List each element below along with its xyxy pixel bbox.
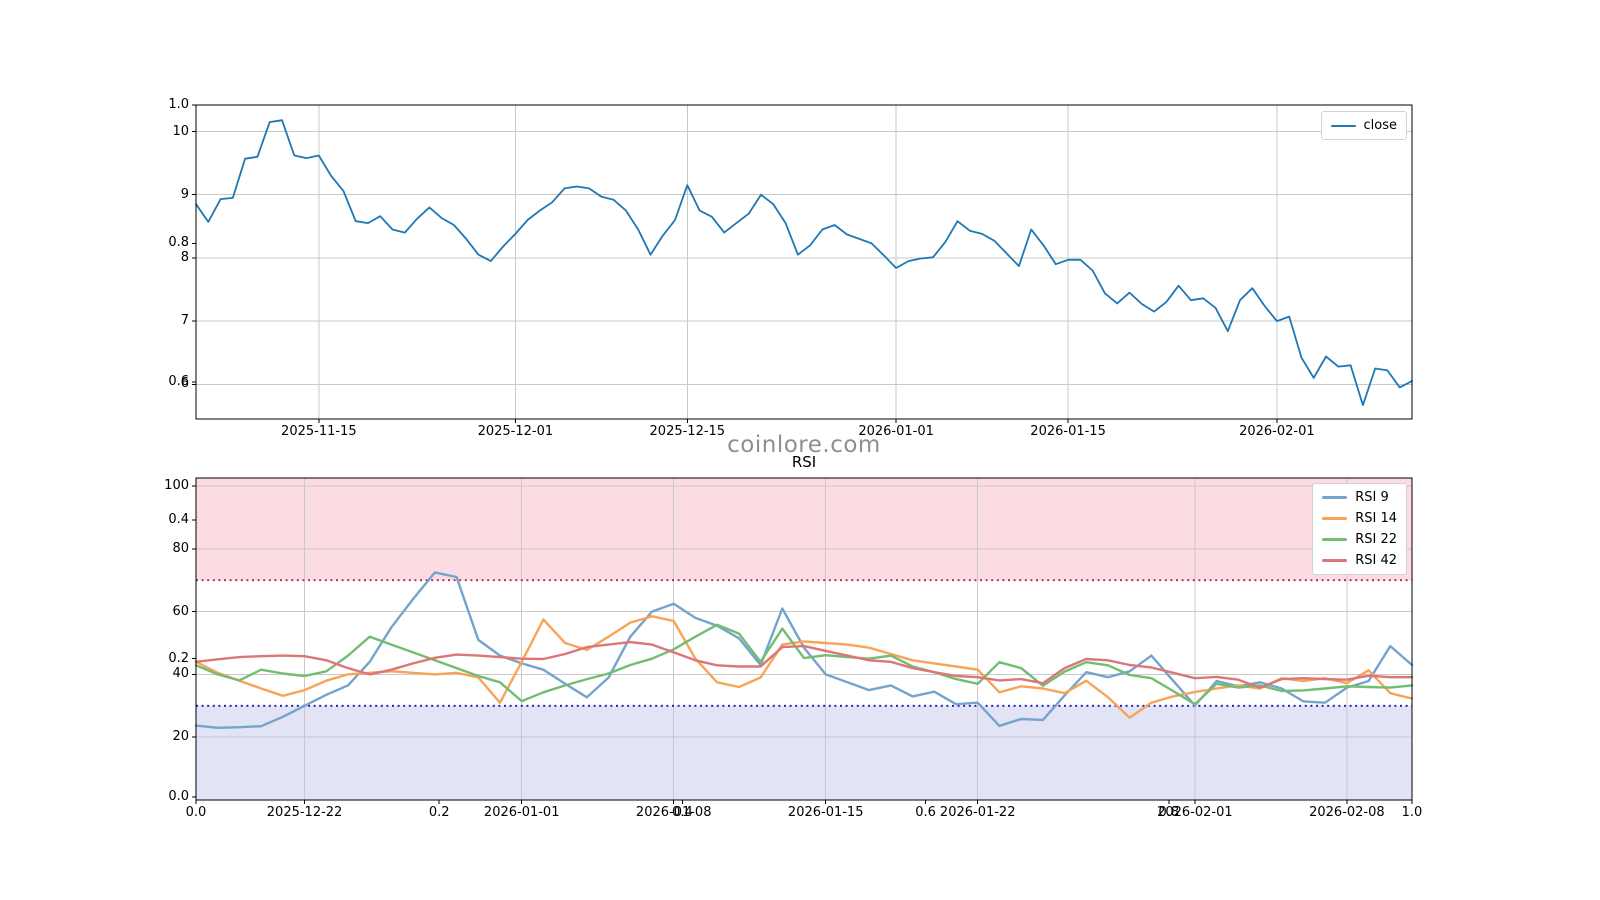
series-rsi14-line [194, 615, 1414, 719]
legend-label: RSI 22 [1355, 532, 1397, 547]
x-tick-label: 2025-11-15 [281, 424, 357, 439]
overlay-y-tick-label: 1.0 [168, 97, 189, 112]
legend-item-rsi-9: RSI 9 [1322, 487, 1397, 508]
x-tick-label: 2026-01-15 [787, 805, 864, 820]
overlay-y-tick-label: 0.8 [168, 235, 189, 251]
legend-swatch-icon [1322, 496, 1348, 499]
x-tick-label: 2026-01-22 [939, 805, 1016, 820]
y-tick-label: 10 [172, 123, 189, 139]
legend-swatch-icon [1322, 559, 1348, 562]
legend-item-rsi-42: RSI 42 [1322, 550, 1397, 571]
legend-swatch-icon [1330, 124, 1356, 127]
series-rsi42-line [194, 640, 1414, 689]
x-tick-label: 2026-01-15 [1030, 424, 1106, 439]
series-close-line [195, 119, 1413, 407]
legend-item-close: close [1330, 115, 1397, 136]
overlay-y-tick-label: 0.4 [168, 512, 189, 528]
watermark: coinlore.com [727, 432, 881, 458]
y-tick-label: 20 [172, 729, 189, 745]
overlay-y-tick-label: 0.6 [168, 373, 189, 389]
y-tick-label: 80 [172, 540, 189, 556]
x-tick-label: 2026-02-08 [1309, 805, 1385, 820]
y-tick-label: 40 [172, 666, 189, 682]
overlay-x-tick-label: 1.0 [1401, 805, 1423, 820]
x-tick-label: 2026-01-01 [483, 805, 560, 820]
price-axes-box [195, 104, 1413, 420]
y-tick-label: 7 [180, 313, 189, 329]
series-rsi9-line [194, 571, 1414, 729]
y-tick-label: 9 [180, 186, 189, 202]
series-rsi22-line [194, 623, 1414, 706]
overlay-y-tick-label: 0.0 [168, 789, 189, 804]
legend-label: close [1363, 118, 1397, 133]
overbought-band [196, 478, 1412, 581]
oversold-band [196, 705, 1412, 800]
x-tick-label: 2026-02-01 [1239, 424, 1315, 439]
x-tick-label: 2025-12-01 [477, 424, 554, 439]
legend-label: RSI 42 [1355, 553, 1397, 568]
legend-item-rsi-14: RSI 14 [1322, 508, 1397, 529]
overlay-x-tick-label: 0.4 [672, 805, 693, 820]
overlay-x-tick-label: 0.2 [428, 805, 450, 820]
rsi-panel-title: RSI [791, 453, 817, 471]
x-tick-label: 2026-02-01 [1157, 805, 1233, 820]
x-tick-label: 2026-01-01 [858, 424, 934, 439]
x-tick-label: 2025-12-15 [649, 424, 726, 439]
legend-label: RSI 9 [1355, 490, 1389, 505]
rsi-legend: RSI 9 RSI 14 RSI 22 RSI 42 [1312, 483, 1407, 575]
legend-swatch-icon [1322, 517, 1348, 520]
overlay-x-tick-label: 0.8 [1158, 805, 1180, 820]
legend-item-rsi-22: RSI 22 [1322, 529, 1397, 550]
overlay-y-tick-label: 0.2 [168, 650, 189, 666]
legend-label: RSI 14 [1355, 511, 1397, 526]
y-tick-label: 100 [164, 478, 189, 493]
x-tick-label: 2026-01-08 [635, 805, 712, 820]
overlay-x-tick-label: 0.6 [915, 805, 936, 820]
y-tick-label: 8 [180, 249, 189, 265]
y-tick-label: 6 [180, 376, 189, 392]
rsi-axes-box [195, 477, 1413, 801]
x-tick-label: 2025-12-22 [266, 805, 343, 820]
overlay-x-tick-label: 0.0 [185, 805, 207, 820]
y-tick-label: 60 [172, 603, 189, 619]
price-legend: close [1320, 111, 1407, 140]
legend-swatch-icon [1322, 538, 1348, 541]
